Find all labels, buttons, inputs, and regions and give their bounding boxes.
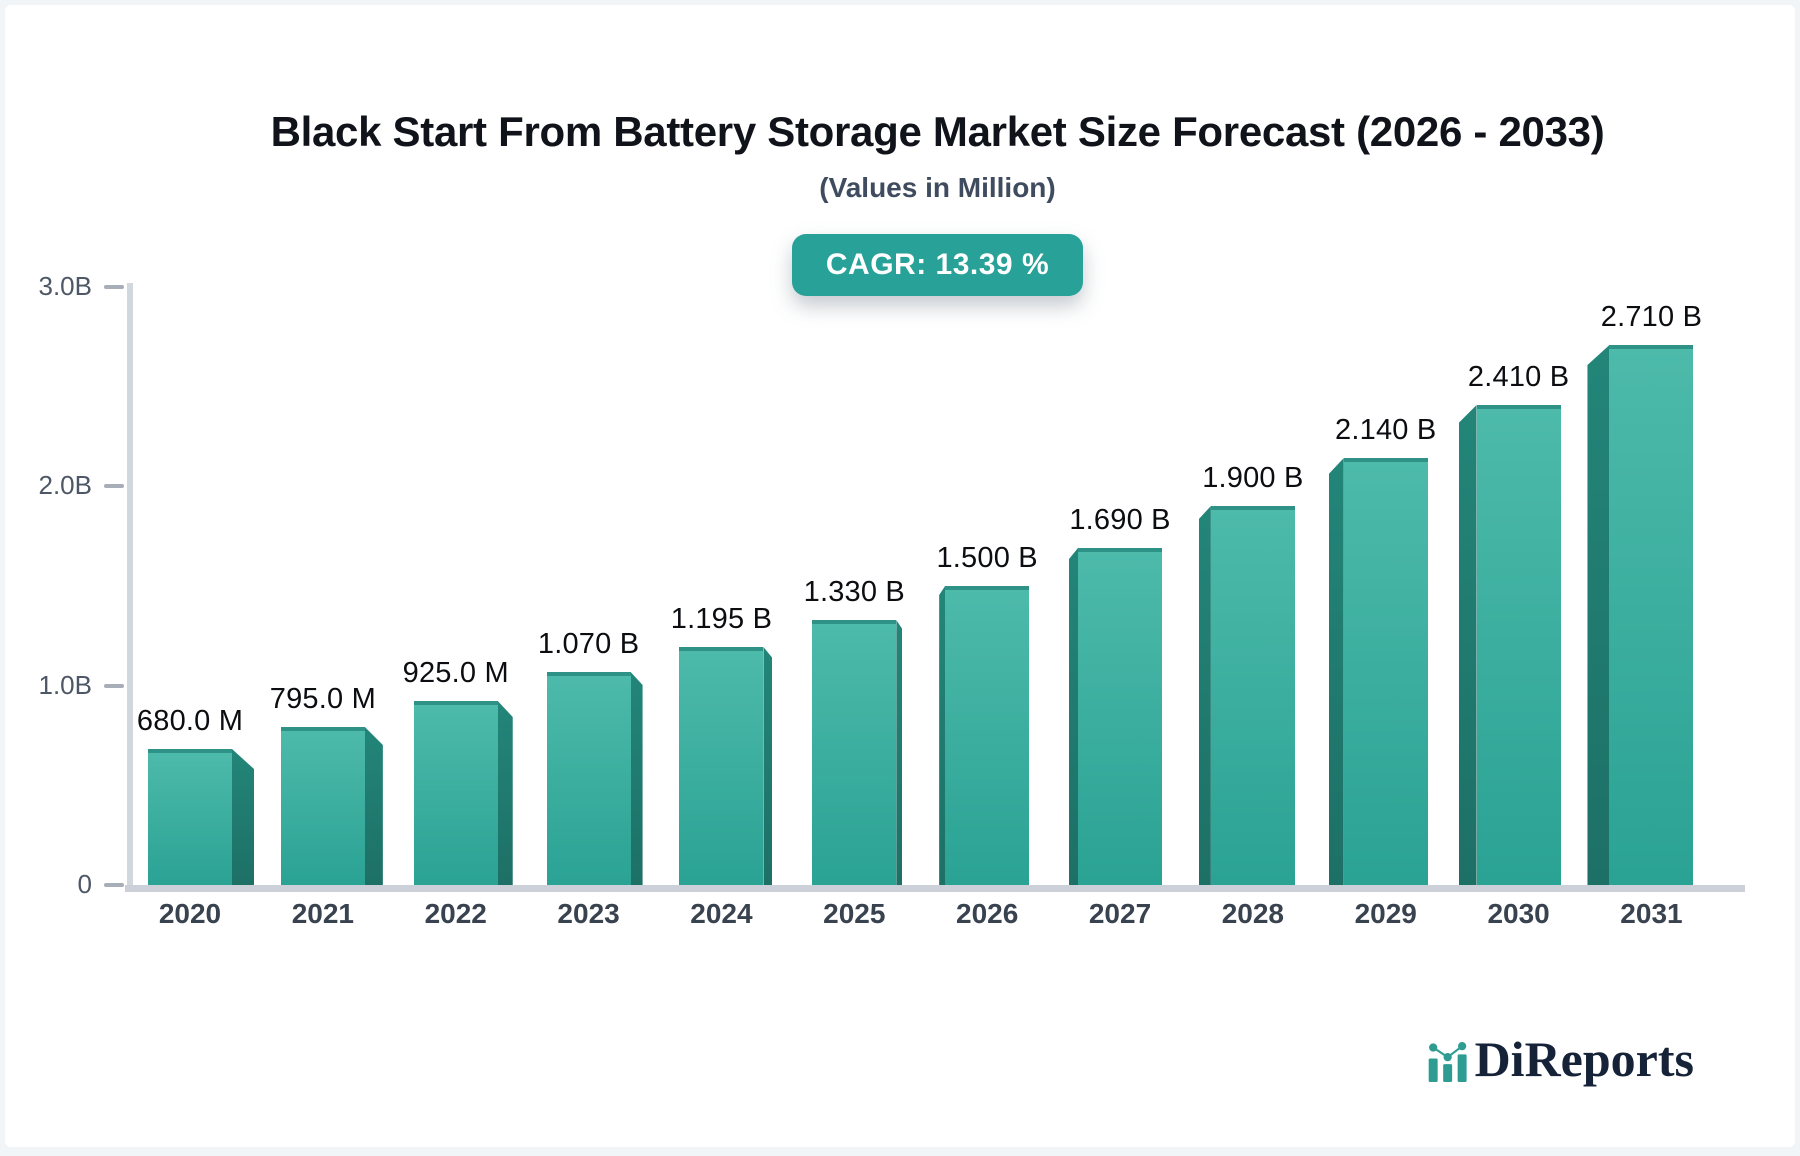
y-axis-tick-label: 3.0B [38,271,93,301]
y-axis-line [127,283,133,889]
bar [546,672,631,885]
bar-value-label: 1.690 B [1069,504,1171,536]
x-axis-label: 2023 [557,898,620,929]
bar-side-face [630,672,643,885]
bar-value-label: 1.500 B [936,542,1038,574]
bar-side-face [497,701,513,885]
bar-value-label: 925.0 M [402,657,509,689]
y-axis-tick-mark [104,285,124,289]
direports-logo: DiReports [1427,1031,1694,1087]
x-axis-label: 2031 [1620,898,1683,929]
bar-side-face [896,620,903,885]
bar-line-chart-icon [1428,1042,1467,1082]
bar-value-label: 2.140 B [1335,414,1437,446]
bar-value-label: 2.410 B [1467,361,1570,393]
bar-side-face [1458,405,1477,885]
bar [1078,548,1163,885]
chart-header: Black Start From Battery Storage Market … [130,0,1745,296]
bar-value-label: 2.710 B [1600,301,1703,333]
bar [1210,506,1295,885]
x-axis-label: 2025 [823,898,886,929]
bar-side-face [364,727,383,885]
bar-side-face [939,586,946,885]
bar-value-label: 1.900 B [1202,462,1304,494]
bar-side-face [1328,458,1344,885]
x-axis-label: 2022 [424,898,487,929]
bar-side-face [1587,345,1610,885]
y-axis-tick-mark [104,484,124,489]
x-axis-label: 2020 [158,898,222,929]
bar-value-label: 1.195 B [670,603,773,635]
bar [1343,458,1428,885]
chart-subtitle: (Values in Million) [819,172,1056,203]
bar-side-face [232,749,254,885]
bar [280,727,365,885]
y-axis-tick-label: 1.0B [38,669,93,700]
x-axis-label: 2021 [291,898,354,929]
x-axis-label: 2028 [1221,898,1285,929]
bar [148,749,232,885]
bar-side-face [763,647,773,885]
x-axis-label: 2027 [1088,898,1152,929]
bar-value-label: 680.0 M [136,705,244,737]
bar-value-label: 1.070 B [537,628,640,660]
x-axis-label: 2029 [1354,898,1417,929]
bar-side-face [1069,548,1079,885]
y-axis-tick-label: 2.0B [38,470,93,501]
bar-value-label: 795.0 M [269,683,376,715]
brand-name: DiReports [1474,1031,1694,1087]
bar [812,620,897,885]
bar [1609,345,1694,885]
chart-title: Black Start From Battery Storage Market … [270,108,1605,155]
y-axis-tick-label: 0 [77,869,92,899]
bar-side-face [1198,506,1211,885]
y-axis-tick-mark [104,683,124,688]
x-axis-label: 2026 [956,898,1019,929]
bar [945,586,1030,885]
y-axis-tick-mark [104,883,124,887]
x-axis-line [125,885,1745,892]
x-axis-label: 2030 [1487,898,1550,929]
cagr-badge: CAGR: 13.39 % [791,234,1084,296]
bar [1476,405,1561,885]
bar-value-label: 1.330 B [803,576,905,608]
x-axis-label: 2024 [690,898,753,929]
bar [679,647,764,885]
bar [413,701,498,885]
